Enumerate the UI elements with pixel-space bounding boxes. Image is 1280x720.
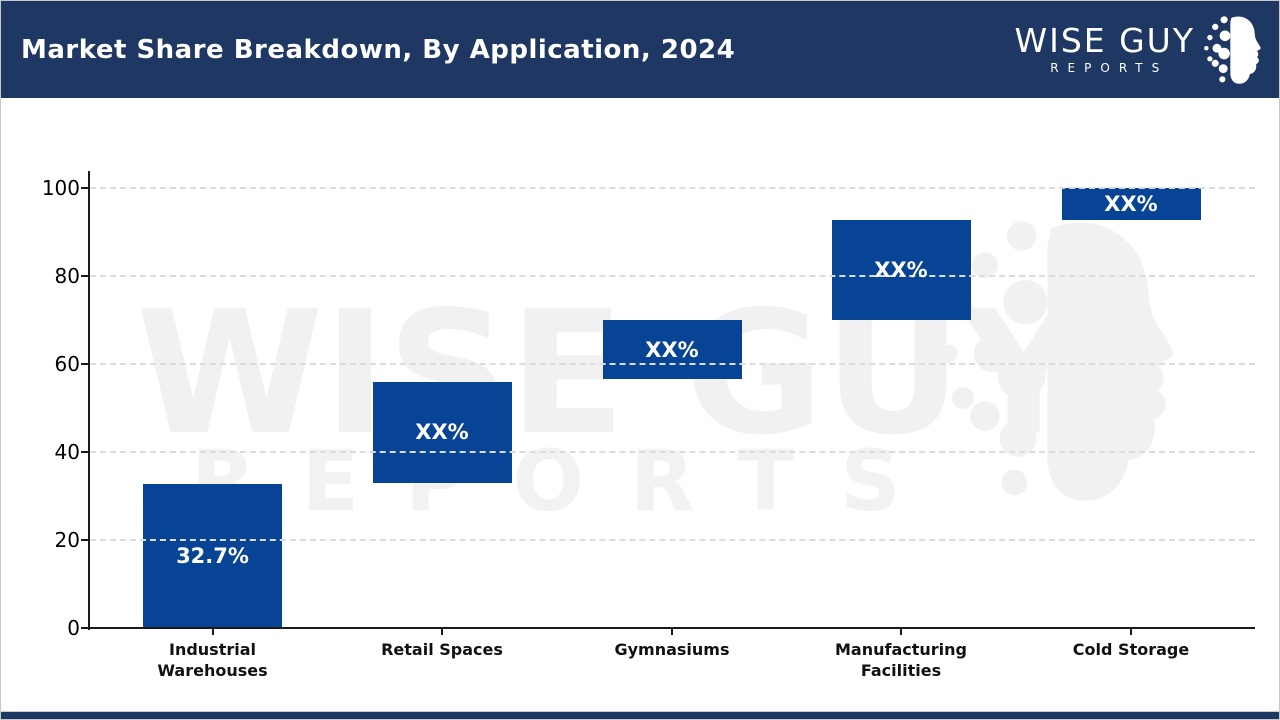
plot-area: 32.7% Industrial Warehouses XX% Retail Spac… bbox=[1, 98, 1279, 714]
x-tick-mark bbox=[900, 628, 902, 635]
bar-value-label: 32.7% bbox=[176, 544, 249, 569]
logo-text: WISE GUY REPORTS bbox=[1014, 20, 1195, 76]
grid-line bbox=[90, 275, 1255, 277]
y-axis-line bbox=[88, 171, 90, 630]
x-tick-label: Gymnasiums bbox=[614, 640, 730, 659]
y-tick-mark bbox=[81, 275, 89, 277]
grid-line bbox=[90, 187, 1255, 189]
bar bbox=[1061, 188, 1201, 220]
y-tick-mark bbox=[81, 363, 89, 365]
x-tick-label: Retail Spaces bbox=[381, 640, 503, 659]
bar-value-label: XX% bbox=[645, 337, 699, 362]
bar-value-label: XX% bbox=[1104, 191, 1158, 216]
header-bar: Market Share Breakdown, By Application, … bbox=[1, 1, 1279, 98]
x-tick-mark bbox=[441, 628, 443, 635]
logo-subtext: REPORTS bbox=[1050, 60, 1169, 75]
grid-line bbox=[90, 363, 1255, 365]
y-tick-label: 100 bbox=[41, 176, 80, 200]
bar bbox=[602, 320, 742, 380]
x-tick-label: Manufacturing Facilities bbox=[835, 640, 967, 680]
y-tick-mark bbox=[81, 627, 89, 629]
y-tick-label: 40 bbox=[54, 440, 80, 464]
chart-title: Market Share Breakdown, By Application, … bbox=[21, 34, 736, 65]
bar-value-label: XX% bbox=[415, 420, 469, 445]
x-tick-mark bbox=[1130, 628, 1132, 635]
y-tick-mark bbox=[81, 187, 89, 189]
y-tick-label: 0 bbox=[67, 616, 80, 640]
x-tick-label: Industrial Warehouses bbox=[157, 640, 268, 680]
x-axis-line bbox=[88, 627, 1255, 629]
wise-guy-reports-logo: WISE GUY REPORTS bbox=[1014, 11, 1265, 89]
grid-line bbox=[90, 539, 1255, 541]
x-tick-label: Cold Storage bbox=[1072, 640, 1190, 659]
x-tick-mark bbox=[211, 628, 214, 635]
y-tick-mark bbox=[81, 539, 89, 541]
logo-wordmark: WISE GUY bbox=[1014, 20, 1195, 60]
bar bbox=[143, 484, 282, 628]
y-tick-label: 20 bbox=[54, 528, 80, 552]
logo-head-icon bbox=[1201, 11, 1265, 89]
footer-bar bbox=[1, 711, 1279, 719]
bar bbox=[372, 381, 512, 483]
grid-line bbox=[90, 451, 1255, 453]
x-tick-mark bbox=[671, 628, 673, 635]
y-tick-mark bbox=[81, 451, 89, 453]
bar-value-label: XX% bbox=[874, 257, 928, 282]
y-tick-label: 80 bbox=[54, 264, 80, 288]
y-tick-label: 60 bbox=[54, 352, 80, 376]
